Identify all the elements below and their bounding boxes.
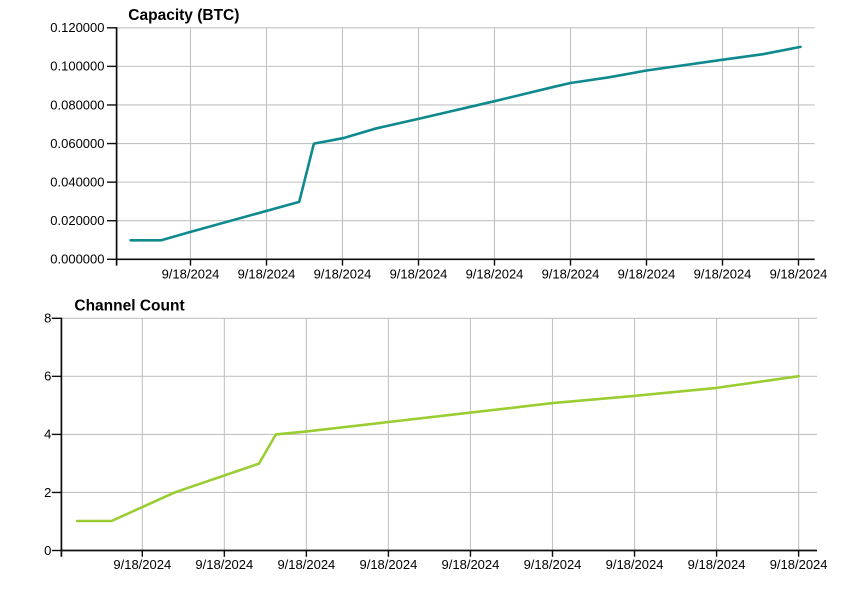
svg-text:4: 4 — [44, 427, 51, 442]
svg-text:9/18/2024: 9/18/2024 — [238, 267, 296, 282]
svg-text:9/18/2024: 9/18/2024 — [466, 267, 524, 282]
svg-text:Channel Count: Channel Count — [74, 298, 184, 315]
svg-text:0.120000: 0.120000 — [50, 20, 104, 35]
svg-text:9/18/2024: 9/18/2024 — [314, 267, 372, 282]
svg-text:9/18/2024: 9/18/2024 — [606, 557, 664, 572]
svg-text:0.000000: 0.000000 — [50, 252, 104, 267]
svg-text:6: 6 — [44, 369, 51, 384]
svg-text:9/18/2024: 9/18/2024 — [442, 557, 500, 572]
svg-text:9/18/2024: 9/18/2024 — [524, 557, 582, 572]
svg-text:9/18/2024: 9/18/2024 — [618, 267, 676, 282]
svg-text:9/18/2024: 9/18/2024 — [770, 557, 828, 572]
svg-text:0.040000: 0.040000 — [50, 174, 104, 189]
svg-text:0: 0 — [44, 543, 51, 558]
svg-text:9/18/2024: 9/18/2024 — [195, 557, 253, 572]
svg-text:2: 2 — [44, 485, 51, 500]
svg-text:0.080000: 0.080000 — [50, 97, 104, 112]
svg-text:9/18/2024: 9/18/2024 — [688, 557, 746, 572]
svg-text:8: 8 — [44, 311, 51, 326]
svg-text:Capacity (BTC): Capacity (BTC) — [128, 7, 239, 24]
svg-text:9/18/2024: 9/18/2024 — [390, 267, 448, 282]
svg-text:9/18/2024: 9/18/2024 — [770, 267, 828, 282]
svg-text:9/18/2024: 9/18/2024 — [694, 267, 752, 282]
svg-text:9/18/2024: 9/18/2024 — [359, 557, 417, 572]
svg-text:9/18/2024: 9/18/2024 — [113, 557, 171, 572]
svg-text:0.060000: 0.060000 — [50, 136, 104, 151]
svg-text:9/18/2024: 9/18/2024 — [542, 267, 600, 282]
svg-text:9/18/2024: 9/18/2024 — [277, 557, 335, 572]
svg-text:9/18/2024: 9/18/2024 — [162, 267, 220, 282]
svg-text:0.100000: 0.100000 — [50, 59, 104, 74]
svg-text:0.020000: 0.020000 — [50, 213, 104, 228]
